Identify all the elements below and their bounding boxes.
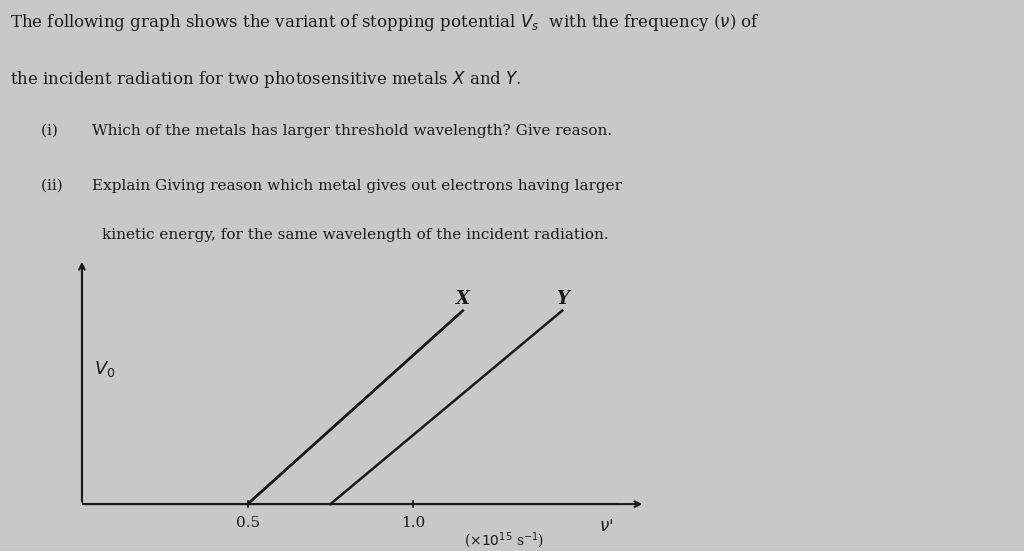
Text: ($\times 10^{15}$ s$^{-1}$): ($\times 10^{15}$ s$^{-1}$)	[464, 531, 545, 551]
Text: (i)       Which of the metals has larger threshold wavelength? Give reason.: (i) Which of the metals has larger thres…	[41, 124, 612, 138]
Text: the incident radiation for two photosensitive metals $X$ and $Y$.: the incident radiation for two photosens…	[10, 69, 522, 90]
Text: kinetic energy, for the same wavelength of the incident radiation.: kinetic energy, for the same wavelength …	[102, 228, 609, 242]
Text: Y: Y	[556, 290, 568, 308]
Text: $V_0$: $V_0$	[94, 359, 116, 379]
Text: 0.5: 0.5	[236, 516, 260, 530]
Text: 1.0: 1.0	[401, 516, 425, 530]
Text: X: X	[457, 290, 470, 308]
Text: $\nu$': $\nu$'	[599, 518, 612, 535]
Text: (ii)      Explain Giving reason which metal gives out electrons having larger: (ii) Explain Giving reason which metal g…	[41, 179, 622, 193]
Text: The following graph shows the variant of stopping potential $V_s$  with the freq: The following graph shows the variant of…	[10, 13, 760, 34]
